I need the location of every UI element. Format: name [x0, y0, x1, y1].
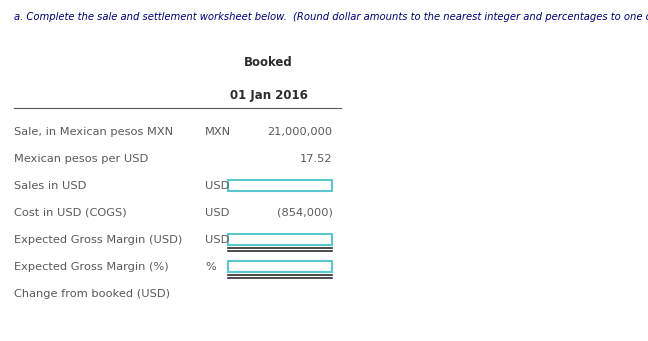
- Text: Booked: Booked: [244, 56, 293, 69]
- Text: 17.52: 17.52: [300, 154, 332, 164]
- Text: Change from booked (USD): Change from booked (USD): [14, 289, 170, 299]
- Text: MXN: MXN: [205, 127, 231, 137]
- Bar: [228, 262, 332, 272]
- Text: 21,000,000: 21,000,000: [267, 127, 332, 137]
- Bar: [228, 234, 332, 245]
- Text: Expected Gross Margin (USD): Expected Gross Margin (USD): [14, 235, 182, 245]
- Text: 01 Jan 2016: 01 Jan 2016: [230, 89, 308, 102]
- Text: Sales in USD: Sales in USD: [14, 181, 86, 191]
- Text: USD: USD: [205, 235, 229, 245]
- Text: a. Complete the sale and settlement worksheet below.  (Round dollar amounts to t: a. Complete the sale and settlement work…: [14, 12, 648, 21]
- Text: USD: USD: [205, 208, 229, 218]
- Text: Cost in USD (COGS): Cost in USD (COGS): [14, 208, 127, 218]
- Text: Expected Gross Margin (%): Expected Gross Margin (%): [14, 262, 168, 272]
- Bar: [228, 180, 332, 191]
- Text: USD: USD: [205, 181, 229, 191]
- Text: Sale, in Mexican pesos MXN: Sale, in Mexican pesos MXN: [14, 127, 173, 137]
- Text: (854,000): (854,000): [277, 208, 332, 218]
- Text: %: %: [205, 262, 216, 272]
- Text: Mexican pesos per USD: Mexican pesos per USD: [14, 154, 148, 164]
